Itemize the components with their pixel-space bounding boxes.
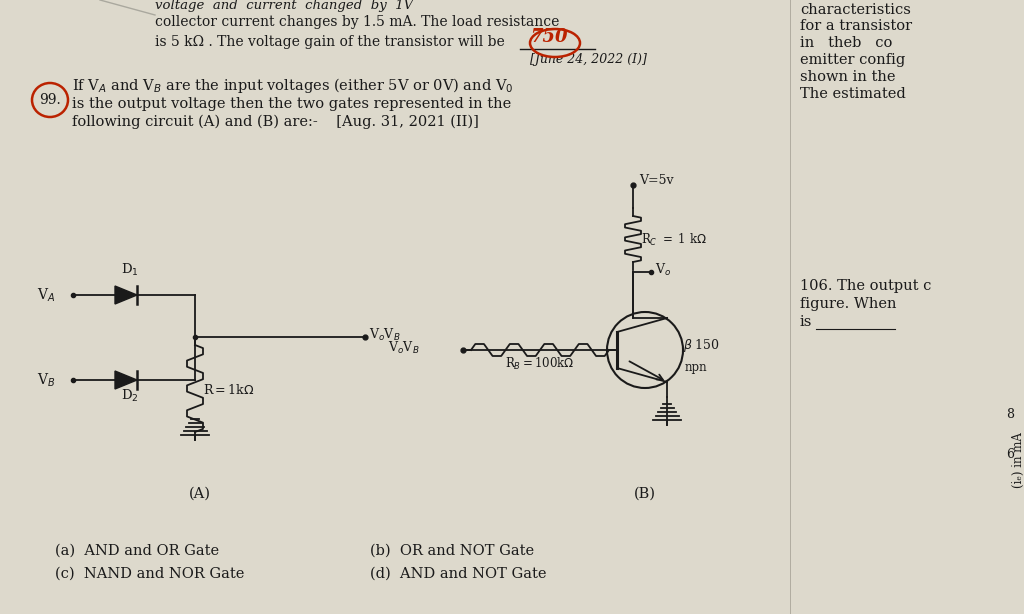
Text: 106. The output c: 106. The output c <box>800 279 932 293</box>
Text: in   theb   co: in theb co <box>800 36 892 50</box>
Text: D$_2$: D$_2$ <box>121 388 139 404</box>
Text: (d)  AND and NOT Gate: (d) AND and NOT Gate <box>370 567 547 581</box>
Text: R$_C$ $=$ 1 k$\Omega$: R$_C$ $=$ 1 k$\Omega$ <box>641 232 707 248</box>
Text: (b)  OR and NOT Gate: (b) OR and NOT Gate <box>370 544 535 558</box>
Text: V$_o$V$_B$: V$_o$V$_B$ <box>388 340 420 356</box>
Text: 8: 8 <box>1006 408 1014 421</box>
Text: npn: npn <box>685 362 708 375</box>
Polygon shape <box>115 286 137 304</box>
Text: characteristics: characteristics <box>800 3 911 17</box>
Text: emitter config: emitter config <box>800 53 905 67</box>
Text: R$_B$$=$100k$\Omega$: R$_B$$=$100k$\Omega$ <box>505 356 574 372</box>
Text: is the output voltage then the two gates represented in the: is the output voltage then the two gates… <box>72 97 511 111</box>
Text: for a transistor: for a transistor <box>800 19 912 33</box>
Text: V$_o$: V$_o$ <box>655 262 671 278</box>
Text: (iₑ) in mA: (iₑ) in mA <box>1012 432 1024 488</box>
Text: voltage  and  current  changed  by  1V: voltage and current changed by 1V <box>155 0 414 12</box>
Text: 6: 6 <box>1006 448 1014 461</box>
Text: V$_o$V$_B$: V$_o$V$_B$ <box>369 327 400 343</box>
Text: 99.: 99. <box>39 93 60 107</box>
Text: 750: 750 <box>530 28 567 46</box>
Text: V$_B$: V$_B$ <box>37 371 55 389</box>
Text: is: is <box>800 315 812 329</box>
Text: (A): (A) <box>189 487 211 501</box>
Text: following circuit (A) and (B) are:-    [Aug. 31, 2021 (II)]: following circuit (A) and (B) are:- [Aug… <box>72 115 479 129</box>
Text: The estimated: The estimated <box>800 87 906 101</box>
Text: (a)  AND and OR Gate: (a) AND and OR Gate <box>55 544 219 558</box>
Text: (B): (B) <box>634 487 656 501</box>
Text: V=5v: V=5v <box>639 174 674 187</box>
Text: $\beta$ 150: $\beta$ 150 <box>683 336 720 354</box>
Text: [June 24, 2022 (I)]: [June 24, 2022 (I)] <box>530 53 647 66</box>
Text: V$_A$: V$_A$ <box>37 286 55 304</box>
Text: collector current changes by 1.5 mA. The load resistance: collector current changes by 1.5 mA. The… <box>155 15 559 29</box>
Text: is 5 kΩ . The voltage gain of the transistor will be: is 5 kΩ . The voltage gain of the transi… <box>155 35 505 49</box>
Text: D$_1$: D$_1$ <box>121 262 139 278</box>
Text: (c)  NAND and NOR Gate: (c) NAND and NOR Gate <box>55 567 245 581</box>
Polygon shape <box>115 371 137 389</box>
Text: figure. When: figure. When <box>800 297 896 311</box>
Text: shown in the: shown in the <box>800 70 896 84</box>
Text: R$=$1k$\Omega$: R$=$1k$\Omega$ <box>203 383 254 397</box>
Text: If V$_A$ and V$_B$ are the input voltages (either 5V or 0V) and V$_0$: If V$_A$ and V$_B$ are the input voltage… <box>72 76 514 95</box>
